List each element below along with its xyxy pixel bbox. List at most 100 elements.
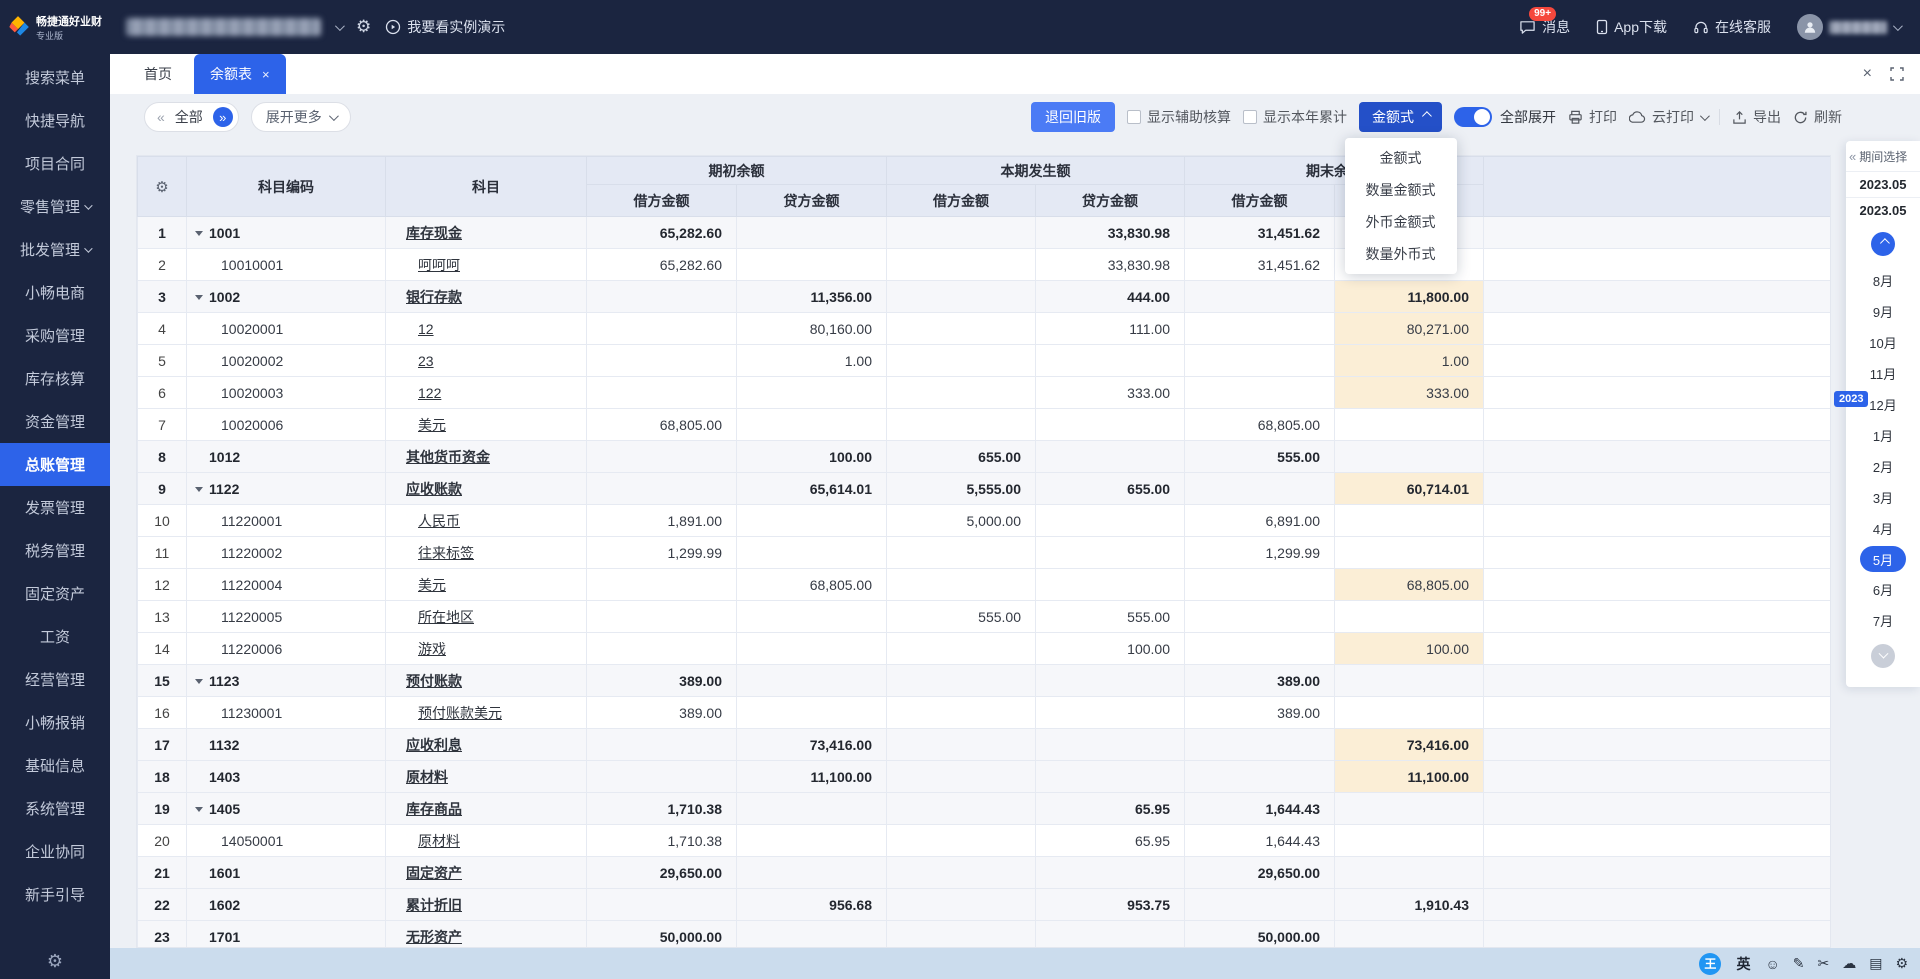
month-item[interactable]: 9月 [1872,305,1894,320]
month-item[interactable]: 4月 [1872,522,1894,537]
user-account[interactable] [1797,14,1903,40]
sidebar-item[interactable]: 经营管理 [24,672,85,689]
demo-link[interactable]: 我要看实例演示 [385,17,505,37]
amount-style-button[interactable]: 金额式 金额式 数量金额式 外币金额式 [1344,102,1457,274]
show-auxiliary-checkbox[interactable]: 显示辅助核算 [1127,107,1231,127]
month-item[interactable]: 2月 [1872,460,1894,475]
refresh-button[interactable]: 刷新 [1793,107,1842,127]
menu-item[interactable]: 数量外币式 [1365,246,1436,262]
table-row[interactable]: 16 11230001 预付账款美元 389.00 389.00 [137,696,1830,729]
table-row[interactable]: 18 1403 原材料 11,100.00 11,100. [137,760,1830,793]
month-item[interactable]: 7月 [1872,614,1894,629]
checkbox[interactable] [1243,110,1257,124]
sidebar-item[interactable]: 新手引导 [24,887,85,904]
sidebar-item[interactable]: 零售管理 [0,185,110,228]
messages-button[interactable]: 99+ 消息 [1519,7,1570,37]
table-row[interactable]: 14 11220006 游戏 100.00 100.00 [137,632,1830,665]
scroll-months-up-button[interactable] [1871,232,1895,256]
table-row[interactable]: 17 1132 应收利息 73,416.00 73,416 [137,728,1830,761]
sidebar-item[interactable]: 项目合同 [24,156,85,173]
account-link[interactable]: 原材料 [418,832,460,849]
online-service-button[interactable]: 在线客服 [1693,17,1771,37]
table-row[interactable]: 12 11220004 美元 68,805.00 68,8 [137,568,1830,601]
tray-app-icon[interactable]: 王 [1699,952,1722,975]
tab-home[interactable]: 首页 [144,66,172,82]
back-to-old-version-button[interactable]: 退回旧版 [1031,102,1115,132]
month-item[interactable]: 10月 [1869,336,1897,351]
tray-icon[interactable]: ✎ [1792,955,1805,971]
sidebar-item[interactable]: 小畅电商 [24,285,85,302]
table-row[interactable]: 22 1602 累计折旧 956.68 953.75 1,9 [137,888,1830,921]
sidebar-item[interactable]: 快捷导航 [24,113,85,130]
sidebar-item[interactable]: 基础信息 [24,758,85,775]
month-item[interactable]: 1月 [1872,429,1894,444]
table-row[interactable]: 9 1122 应收账款 65,614.01 5,555.00 655.00 [137,472,1830,505]
expand-all-toggle[interactable]: 全部展开 [1454,107,1556,127]
account-filter-dropdown[interactable]: « 全部 » [144,102,239,132]
expand-caret-icon[interactable] [195,807,203,812]
tray-icon[interactable]: ☁ [1842,955,1857,971]
show-ytd-checkbox[interactable]: 显示本年累计 [1243,107,1347,127]
cloud-print-button[interactable]: 云打印 [1629,107,1710,127]
account-link[interactable]: 人民币 [418,512,460,529]
account-link[interactable]: 23 [418,352,434,369]
account-link[interactable]: 往来标签 [418,544,474,561]
expand-caret-icon[interactable] [195,679,203,684]
ime-indicator[interactable]: 英 [1736,955,1751,972]
account-link[interactable]: 无形资产 [406,928,462,945]
sidebar-item[interactable]: 小畅报销 [24,715,85,732]
sidebar-item[interactable]: 税务管理 [24,543,85,560]
account-link[interactable]: 美元 [418,576,446,593]
menu-item[interactable]: 金额式 [1379,150,1422,166]
account-link[interactable]: 原材料 [406,768,448,785]
menu-item[interactable]: 数量金额式 [1365,182,1436,198]
table-row[interactable]: 7 10020006 美元 68,805.00 68,805.00 [137,408,1830,441]
expand-caret-icon[interactable] [195,487,203,492]
month-item[interactable]: 12月 [1869,398,1897,413]
month-item[interactable]: 8月 [1872,274,1894,289]
table-row[interactable]: 6 10020003 122 333.00 333.00 [137,376,1830,409]
account-link[interactable]: 固定资产 [406,864,462,881]
sidebar-item[interactable]: 企业协同 [24,844,85,861]
account-link[interactable]: 所在地区 [418,608,474,625]
tray-icon[interactable]: ☺ [1765,955,1780,972]
sidebar-item[interactable]: 搜索菜单 [24,70,85,87]
account-link[interactable]: 12 [418,320,434,337]
month-item[interactable]: 3月 [1872,491,1894,506]
table-row[interactable]: 21 1601 固定资产 29,650.00 29,650.00 [137,856,1830,889]
table-row[interactable]: 8 1012 其他货币资金 100.00 655.00 555.00 [137,440,1830,473]
account-link[interactable]: 应收利息 [406,736,462,753]
month-item[interactable]: 6月 [1872,583,1894,598]
tray-icon[interactable]: ⚙ [1895,955,1908,971]
table-row[interactable]: 4 10020001 12 80,160.00 111.00 [137,312,1830,345]
column-settings-header[interactable]: ⚙ [137,156,187,217]
sidebar-item[interactable]: 工资 [39,629,70,646]
sidebar-item[interactable]: 采购管理 [24,328,85,345]
account-link[interactable]: 累计折旧 [406,896,462,913]
table-row[interactable]: 2 10010001 呵呵呵 65,282.60 33,830.98 31,45… [137,248,1830,281]
tab-balance-sheet[interactable]: 余额表 × [194,54,286,94]
table-row[interactable]: 13 11220005 所在地区 555.00 555.00 [137,600,1830,633]
account-link[interactable]: 美元 [418,416,446,433]
chevron-down-icon[interactable] [334,20,345,31]
checkbox[interactable] [1127,110,1141,124]
account-link[interactable]: 呵呵呵 [418,256,460,273]
sidebar-settings-button[interactable]: ⚙ [0,943,110,979]
account-link[interactable]: 预付账款美元 [418,704,502,721]
table-row[interactable]: 11 11220002 往来标签 1,299.99 1,299.99 [137,536,1830,569]
table-row[interactable]: 3 1002 银行存款 11,356.00 444.00 1 [137,280,1830,313]
table-row[interactable]: 19 1405 库存商品 1,710.38 65.95 1,644.43 [137,792,1830,825]
account-link[interactable]: 122 [418,384,442,401]
company-selector-redacted[interactable] [126,18,321,36]
account-link[interactable]: 库存商品 [406,800,462,817]
expand-caret-icon[interactable] [195,231,203,236]
period-to[interactable]: 2023.05 [1846,197,1920,223]
close-all-icon[interactable]: × [1862,65,1872,82]
account-link[interactable]: 库存现金 [406,224,462,241]
table-row[interactable]: 15 1123 预付账款 389.00 389.00 [137,664,1830,697]
tray-icon[interactable]: ▤ [1869,955,1883,971]
sidebar-item[interactable]: 固定资产 [24,586,85,603]
account-link[interactable]: 预付账款 [406,672,462,689]
close-icon[interactable]: × [262,66,270,82]
sidebar-item[interactable]: 总账管理 [0,443,110,486]
